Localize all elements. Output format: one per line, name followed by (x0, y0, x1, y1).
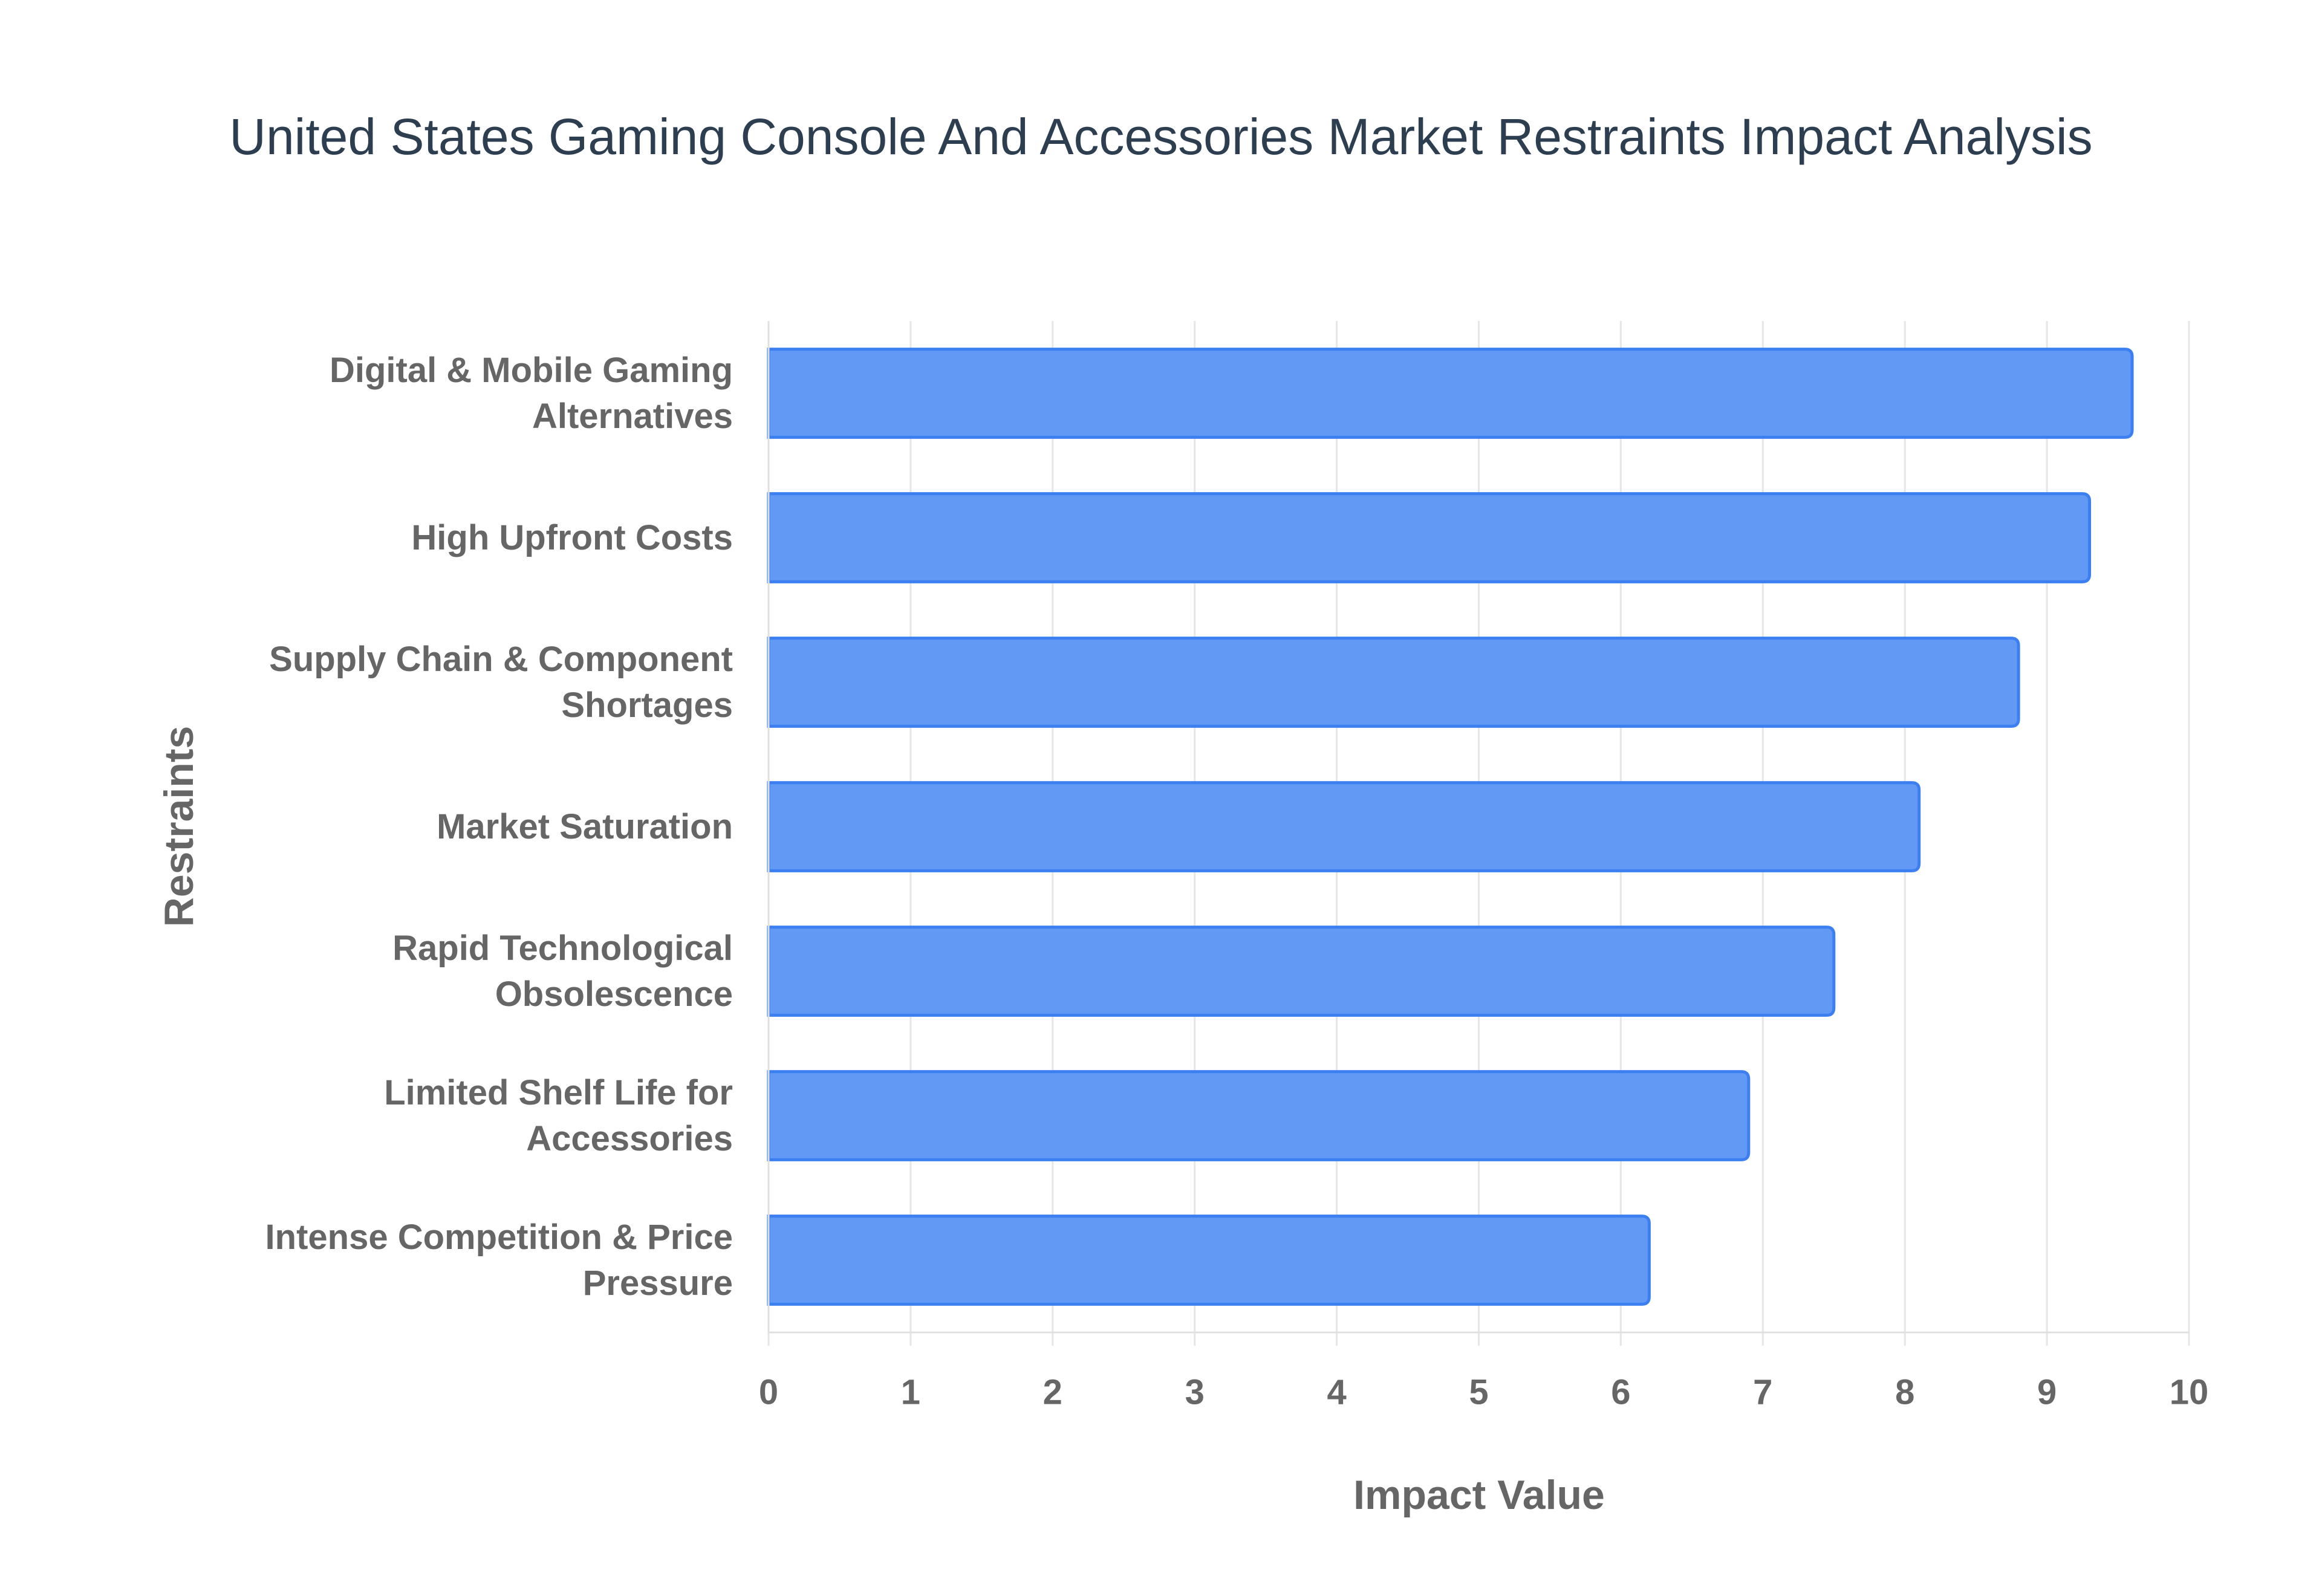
x-tick-label: 8 (1895, 1372, 1914, 1412)
bar (767, 781, 1921, 872)
x-tick-label: 1 (901, 1372, 920, 1412)
y-axis-title: Restraints (156, 726, 202, 927)
x-tick-label: 5 (1469, 1372, 1488, 1412)
bar (767, 1070, 1751, 1161)
x-axis-title: Impact Value (1353, 1472, 1605, 1518)
x-tick-label: 2 (1043, 1372, 1062, 1412)
bar (767, 1215, 1651, 1306)
x-tick-label: 10 (2170, 1372, 2209, 1412)
y-tick-label: High Upfront Costs (411, 517, 733, 557)
y-tick-label: Digital & Mobile Gaming Alternatives (329, 350, 733, 436)
y-tick-label: Rapid Technological Obsolescence (392, 928, 733, 1014)
bar (767, 926, 1836, 1017)
x-tick-label: 9 (2037, 1372, 2057, 1412)
x-tick-label: 7 (1753, 1372, 1772, 1412)
y-tick-label: Intense Competition & Price Pressure (265, 1217, 733, 1303)
x-tick-label: 0 (759, 1372, 778, 1412)
y-tick-label: Limited Shelf Life for Accessories (384, 1072, 733, 1158)
bar (767, 492, 2092, 583)
x-tick-label: 4 (1327, 1372, 1346, 1412)
bar (767, 348, 2134, 439)
bar (767, 637, 2020, 728)
y-tick-label: Supply Chain & Component Shortages (269, 639, 733, 725)
y-tick-label: Market Saturation (437, 806, 733, 846)
x-tick-label: 6 (1611, 1372, 1630, 1412)
chart-title: United States Gaming Console And Accesso… (229, 108, 2092, 165)
x-tick-label: 3 (1185, 1372, 1205, 1412)
